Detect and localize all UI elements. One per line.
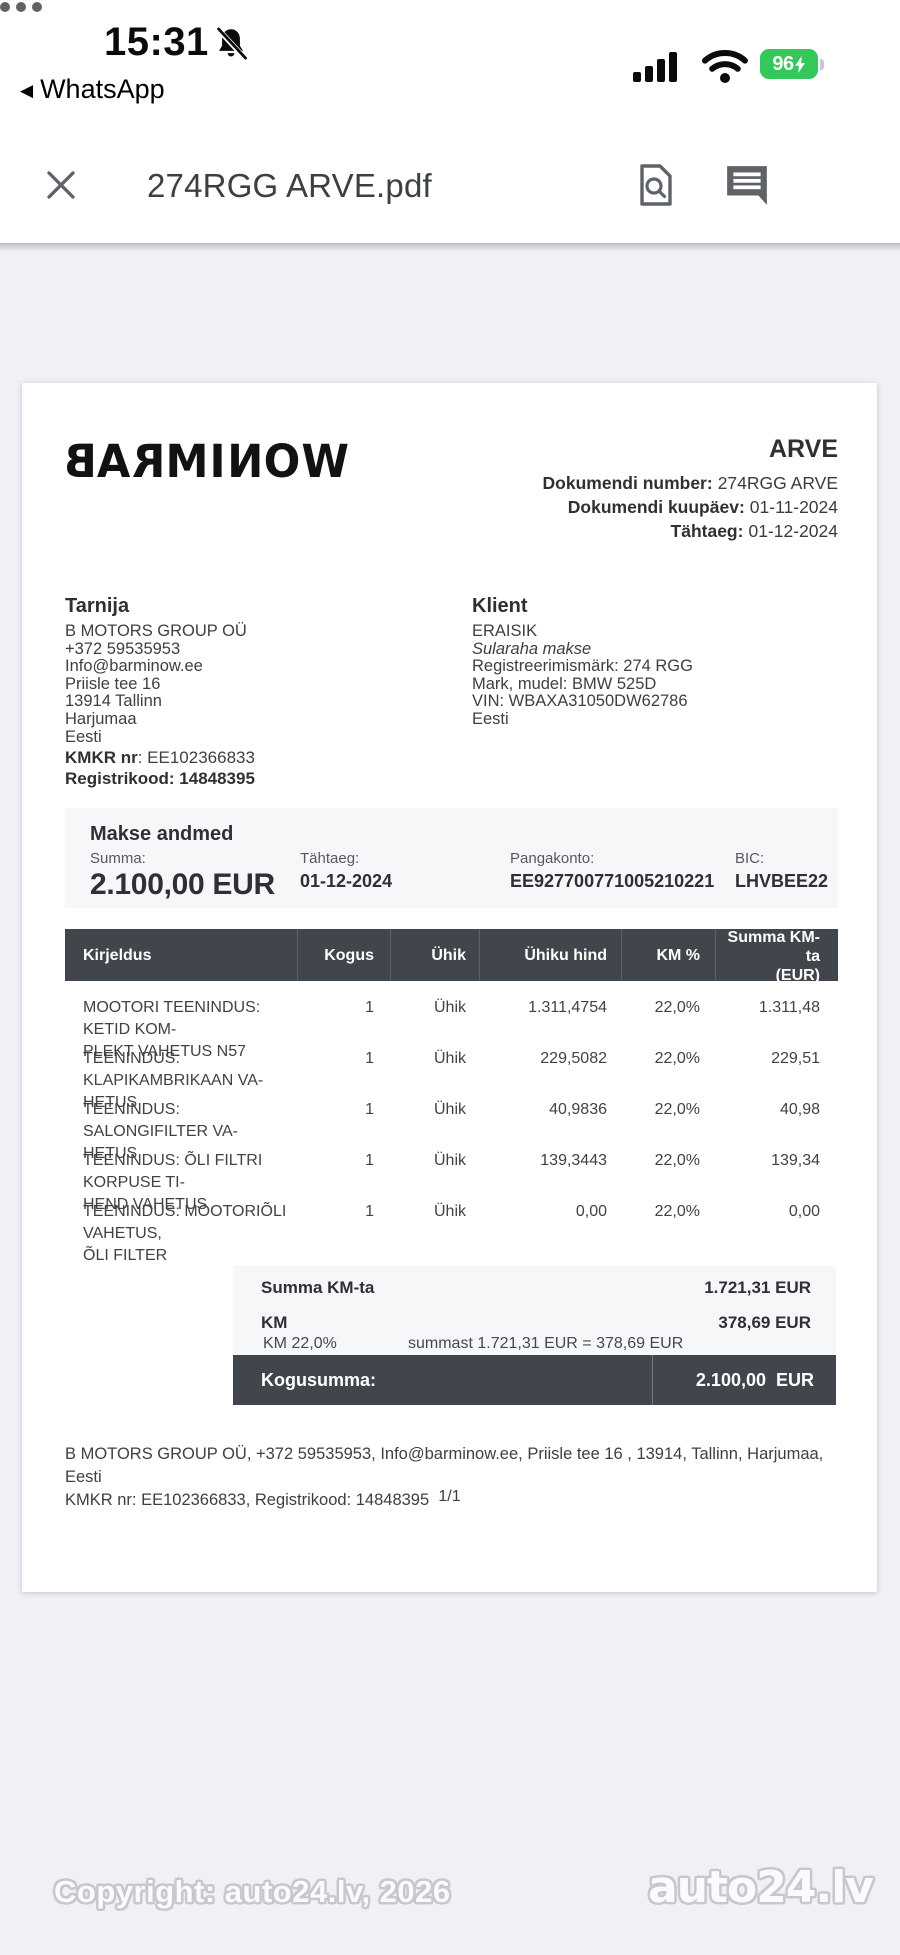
client-details: ERAISIK Sularaha makse Registreerimismär…	[472, 622, 693, 729]
supplier-reg-line: Registrikood: 14848395	[65, 769, 255, 788]
invoice-header: ARVE Dokumendi number: 274RGG ARVE Dokume…	[543, 435, 838, 543]
battery-icon: 96	[760, 49, 824, 79]
payment-account: Pangakonto: EE927700771005210221	[510, 850, 715, 891]
bell-muted-icon	[215, 27, 248, 60]
back-to-whatsapp-link[interactable]: ◀ WhatsApp	[20, 74, 165, 105]
client-reg-mark: Registreerimismärk: 274 RGG	[472, 657, 693, 676]
auto24-logo: auto24.lv	[648, 1862, 874, 1913]
payment-heading: Makse andmed	[90, 823, 234, 845]
due-date-row: Tähtaeg: 01-12-2024	[670, 521, 838, 541]
signal-strength-icon	[633, 52, 677, 82]
document-number-row: Dokumendi number: 274RGG ARVE	[542, 473, 838, 493]
subtotal-row: Summa KM-ta 1.721,31 EUR	[261, 1278, 811, 1297]
client-country: Eesti	[472, 709, 509, 728]
payment-bic: BIC: LHVBEE22	[735, 850, 829, 891]
table-row: MOOTORI TEENINDUS: KETID KOM- PLEKT VAHET…	[83, 999, 820, 1060]
back-triangle-icon: ◀	[20, 81, 34, 100]
document-date-row: Dokumendi kuupäev: 01-11-2024	[567, 497, 838, 517]
client-vin: VIN: WBAXA31050DW62786	[472, 692, 688, 711]
supplier-details: B MOTORS GROUP OÜ +372 59535953 Info@bar…	[65, 622, 247, 746]
payment-amount: Summa: 2.100,00 EUR	[90, 850, 275, 901]
battery-percent: 96	[772, 52, 794, 75]
company-logo: BARMINOW	[63, 435, 350, 488]
page-number: 1/1	[438, 1488, 461, 1505]
copyright-watermark: Copyright: auto24.lv, 2026	[54, 1874, 451, 1909]
table-row: TEENINDUS: SALONGIFILTER VA- HETUS 1 Ühik…	[83, 1101, 820, 1162]
payment-details-block	[65, 808, 838, 908]
supplier-vat-line: KMKR nr: EE102366833	[65, 748, 255, 767]
payment-due: Tähtaeg: 01-12-2024	[300, 850, 393, 891]
status-time: 15:31	[104, 20, 209, 64]
top-chrome: 15:31 ◀ WhatsApp 96	[0, 0, 900, 252]
supplier-heading: Tarnija	[65, 595, 130, 617]
client-payment-method: Sularaha makse	[472, 639, 592, 658]
total-row: Kogusumma: 2.100,00 EUR	[233, 1355, 836, 1405]
table-header: Kirjeldus Kogus Ühik Ühiku hind KM % Sum…	[65, 929, 838, 984]
charging-bolt-icon	[794, 55, 805, 73]
more-options-icon[interactable]	[0, 0, 50, 14]
client-make-model: Mark, mudel: BMW 525D	[472, 674, 657, 693]
back-app-label: WhatsApp	[40, 74, 165, 104]
invoice-footer: B MOTORS GROUP OÜ, +372 59535953, Info@b…	[65, 1445, 824, 1509]
client-heading: Klient	[472, 595, 528, 617]
client-name: ERAISIK	[472, 622, 538, 640]
table-row: TEENINDUS: ÕLI FILTRI KORPUSE TI- HEND VA…	[83, 1152, 820, 1213]
invoice-type-title: ARVE	[768, 435, 838, 463]
document-title: 274RGG ARVE.pdf	[147, 167, 432, 204]
summary-block: Summa KM-ta 1.721,31 EUR KM 378,69 EUR KM …	[233, 1266, 836, 1356]
comment-icon[interactable]	[724, 162, 770, 208]
vat-note-row: KM 22,0% summast 1.721,31 EUR = 378,69 EU…	[263, 1335, 684, 1352]
vat-row: KM 378,69 EUR	[261, 1313, 811, 1332]
table-row: TEENINDUS: MOOTORIÕLI VAHETUS, ÕLI FILTER…	[83, 1203, 820, 1264]
wifi-icon	[702, 49, 748, 83]
pdf-page[interactable]: BARMINOW ARVE Dokumendi number: 274RGG AR…	[22, 383, 877, 1592]
search-document-icon[interactable]	[633, 162, 679, 208]
table-row: TEENINDUS: KLAPIKAMBRIKAAN VA- HETUS 1 Üh…	[83, 1050, 820, 1111]
close-icon[interactable]	[42, 166, 80, 204]
